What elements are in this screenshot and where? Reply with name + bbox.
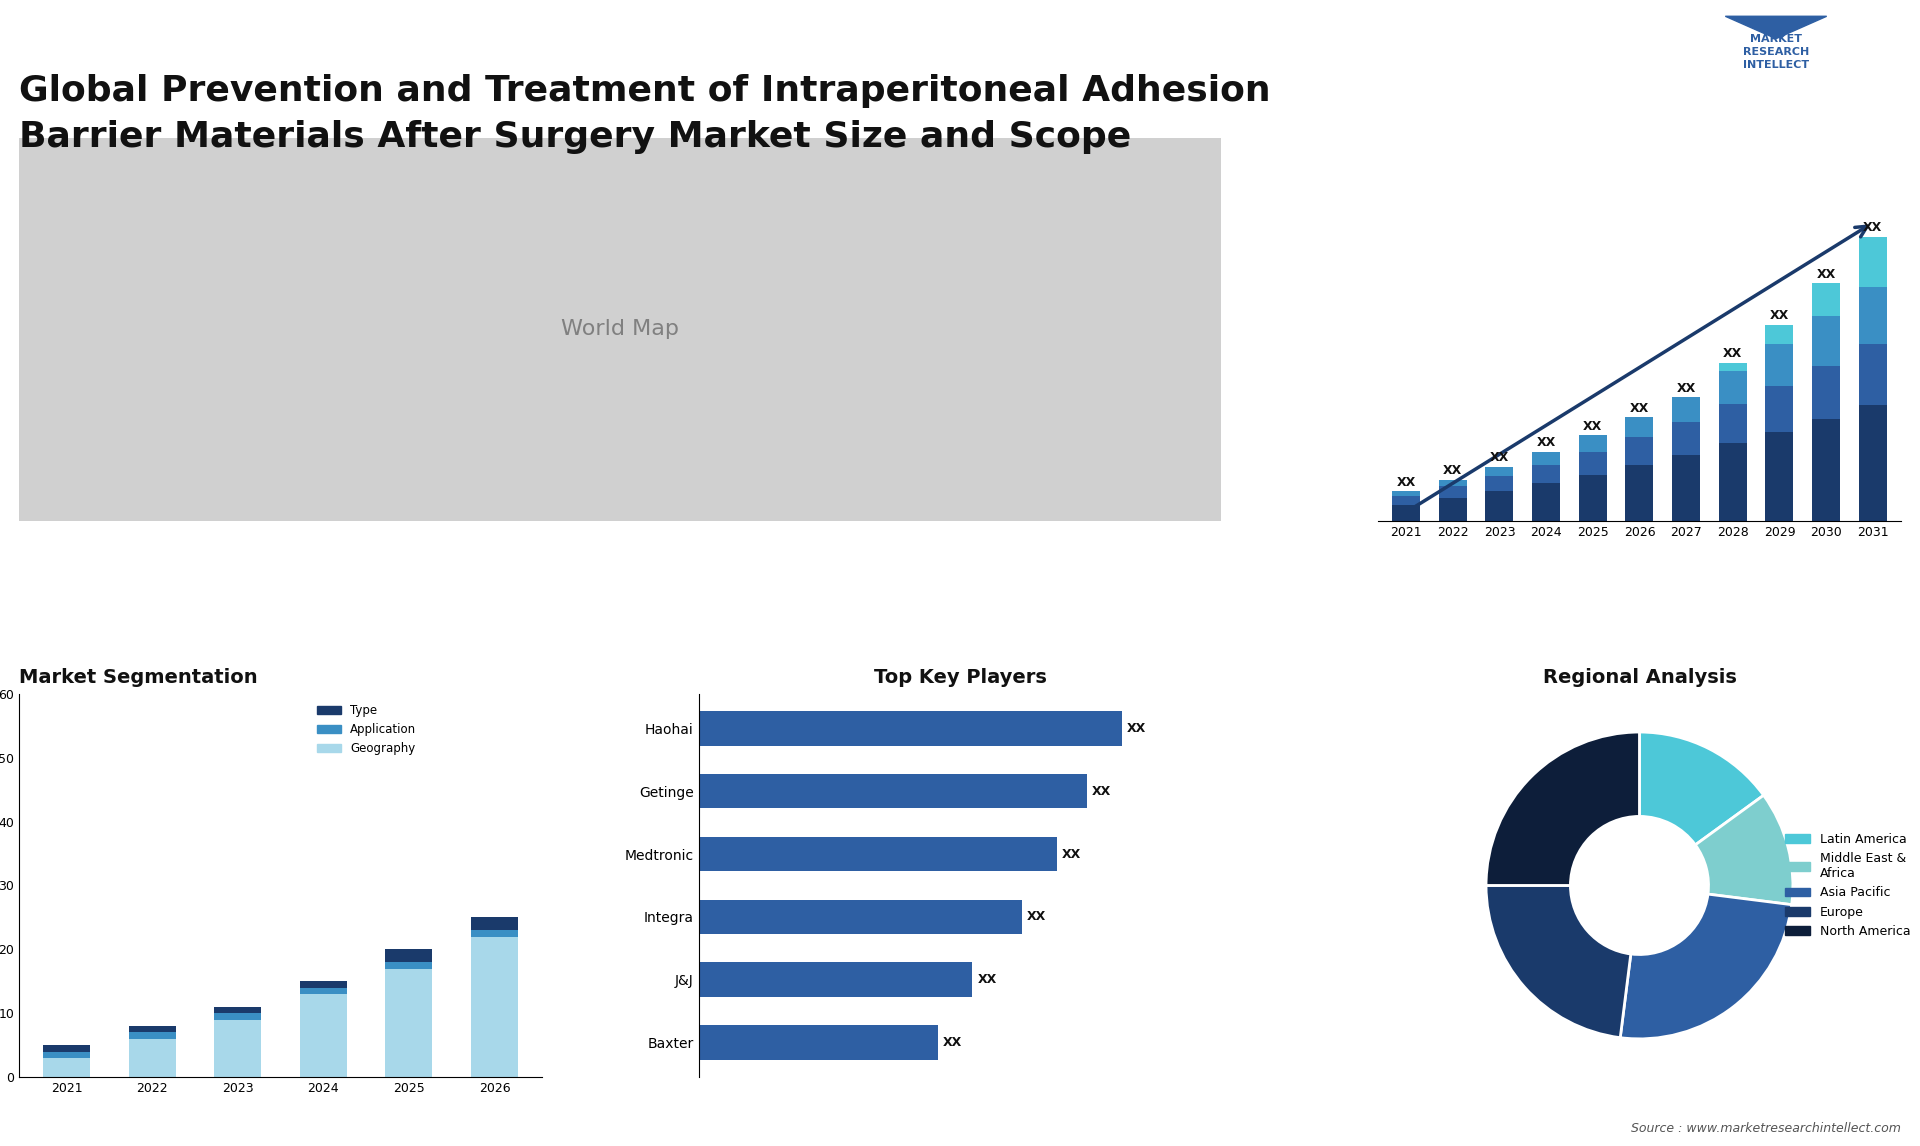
Text: XX: XX <box>1770 309 1789 322</box>
Text: XX: XX <box>1396 476 1415 489</box>
Bar <box>42 1052 90 1077</box>
Text: XX: XX <box>1676 382 1695 394</box>
Bar <box>215 1020 261 1077</box>
Bar <box>1766 344 1793 385</box>
Bar <box>215 1013 261 1077</box>
Bar <box>1766 385 1793 432</box>
Text: XX: XX <box>1062 848 1081 861</box>
Bar <box>1486 492 1513 521</box>
Bar <box>1392 496 1421 504</box>
Bar <box>1486 466 1513 477</box>
Wedge shape <box>1695 795 1793 904</box>
Bar <box>1812 283 1839 316</box>
Bar <box>1532 465 1561 484</box>
Bar <box>1578 474 1607 521</box>
Bar <box>1812 316 1839 366</box>
Bar <box>1626 437 1653 465</box>
Bar <box>1672 455 1699 521</box>
Bar <box>1859 406 1887 521</box>
Bar <box>699 1026 937 1060</box>
Bar <box>699 837 1058 871</box>
Text: XX: XX <box>943 1036 962 1049</box>
Polygon shape <box>1726 16 1826 39</box>
Bar <box>300 988 348 1077</box>
Bar <box>470 936 518 1077</box>
Bar <box>1718 371 1747 403</box>
Text: World Map: World Map <box>561 320 680 339</box>
Bar <box>1859 237 1887 286</box>
Text: XX: XX <box>1536 437 1555 449</box>
Bar <box>1672 422 1699 455</box>
Text: XX: XX <box>1127 722 1146 735</box>
Bar <box>1718 362 1747 371</box>
Text: XX: XX <box>1027 910 1046 924</box>
Bar <box>1626 417 1653 437</box>
Bar <box>1486 477 1513 492</box>
Text: XX: XX <box>1862 221 1882 235</box>
Text: XX: XX <box>977 973 996 987</box>
Text: MARKET
RESEARCH
INTELLECT: MARKET RESEARCH INTELLECT <box>1743 33 1809 70</box>
Text: Global Prevention and Treatment of Intraperitoneal Adhesion: Global Prevention and Treatment of Intra… <box>19 74 1271 109</box>
Wedge shape <box>1640 732 1764 845</box>
Bar <box>1532 452 1561 465</box>
Bar <box>215 1007 261 1077</box>
Text: Market Segmentation: Market Segmentation <box>19 668 257 686</box>
Legend: Latin America, Middle East &
Africa, Asia Pacific, Europe, North America: Latin America, Middle East & Africa, Asi… <box>1780 827 1916 943</box>
Text: XX: XX <box>1630 401 1649 415</box>
Bar <box>1766 324 1793 344</box>
Bar <box>42 1045 90 1077</box>
Bar <box>42 1058 90 1077</box>
Bar <box>1438 486 1467 499</box>
Bar <box>1672 398 1699 422</box>
Bar <box>699 774 1087 808</box>
Bar <box>470 931 518 1077</box>
Bar <box>1859 286 1887 344</box>
Bar <box>1766 432 1793 521</box>
Bar <box>1438 480 1467 486</box>
Text: XX: XX <box>1092 785 1112 798</box>
Text: Source : www.marketresearchintellect.com: Source : www.marketresearchintellect.com <box>1630 1122 1901 1135</box>
Bar <box>386 963 432 1077</box>
Bar <box>1812 366 1839 418</box>
Bar <box>1718 403 1747 444</box>
Wedge shape <box>1486 732 1640 886</box>
Bar <box>699 900 1021 934</box>
Title: Top Key Players: Top Key Players <box>874 668 1046 686</box>
Bar <box>386 949 432 1077</box>
Bar <box>1718 444 1747 521</box>
Bar <box>386 968 432 1077</box>
Bar <box>300 981 348 1077</box>
Bar <box>699 712 1121 746</box>
Bar <box>1859 344 1887 406</box>
Bar <box>1532 484 1561 521</box>
Text: XX: XX <box>1490 452 1509 464</box>
Text: XX: XX <box>1722 347 1743 360</box>
Text: XX: XX <box>1444 464 1463 477</box>
Bar <box>1626 465 1653 521</box>
Title: Regional Analysis: Regional Analysis <box>1542 668 1736 686</box>
Bar <box>1578 435 1607 452</box>
Bar <box>1812 418 1839 521</box>
Wedge shape <box>1620 894 1791 1039</box>
Text: XX: XX <box>1816 268 1836 281</box>
Text: XX: XX <box>1584 419 1603 433</box>
Bar <box>300 994 348 1077</box>
Bar <box>470 918 518 1077</box>
Bar <box>129 1026 175 1077</box>
Legend: Type, Application, Geography: Type, Application, Geography <box>313 699 420 760</box>
Bar <box>1438 499 1467 521</box>
Text: Barrier Materials After Surgery Market Size and Scope: Barrier Materials After Surgery Market S… <box>19 120 1131 155</box>
Bar <box>129 1033 175 1077</box>
Bar <box>1578 452 1607 474</box>
Wedge shape <box>1486 886 1630 1037</box>
Bar <box>699 963 972 997</box>
Bar <box>1392 504 1421 521</box>
Bar <box>129 1039 175 1077</box>
Bar <box>1392 492 1421 496</box>
